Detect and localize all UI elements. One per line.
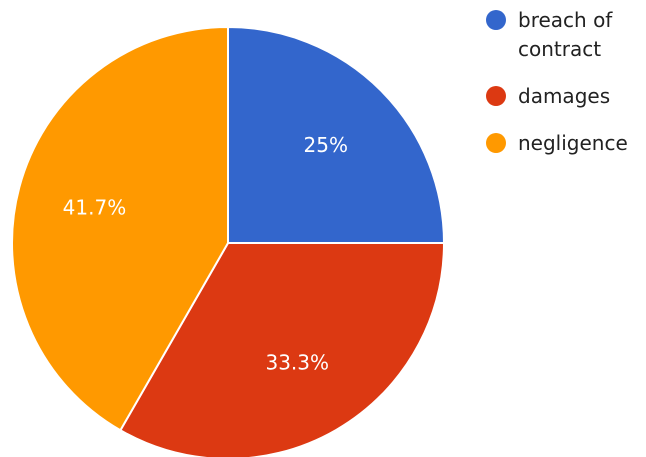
legend-label-2: negligence [518, 131, 628, 155]
legend: breach of contract damages negligence [486, 8, 628, 155]
legend-label-0-line-0: breach of [518, 8, 613, 32]
pie-slice-breach-of-contract [227, 25, 446, 244]
legend-marker-0 [486, 10, 506, 30]
slice-label-damages: 33.3% [265, 351, 329, 375]
pie-slice-damages [119, 242, 446, 457]
legend-label-0-line-1: contract [518, 37, 601, 61]
slice-label-breach-of-contract: 25% [304, 133, 348, 157]
legend-marker-2 [486, 133, 506, 153]
slice-label-negligence: 41.7% [63, 195, 127, 219]
pie-slice-negligence [11, 25, 229, 432]
legend-marker-1 [486, 86, 506, 106]
pie-slices [11, 25, 446, 457]
legend-label-1: damages [518, 84, 610, 108]
pie-slice-labels: 25% 33.3% 41.7% [63, 133, 348, 374]
